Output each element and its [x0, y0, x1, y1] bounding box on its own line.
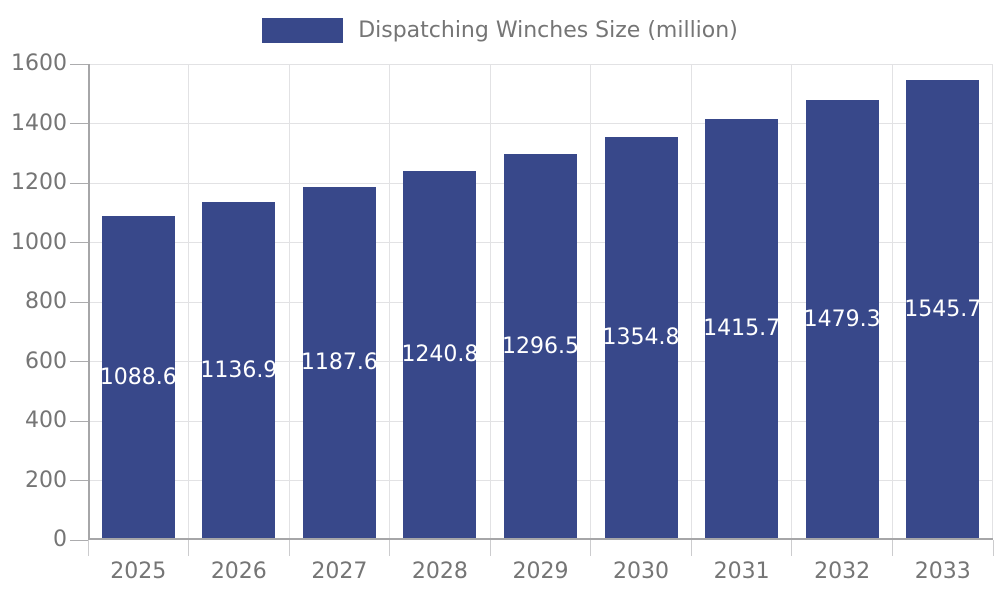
bar-2029	[503, 154, 577, 540]
x-tick-mark	[891, 540, 893, 556]
y-tick-label: 1000	[11, 229, 67, 255]
legend: Dispatching Winches Size (million)	[0, 18, 1000, 43]
bar-value-label: 1479.3	[803, 306, 881, 332]
y-tick-label: 1600	[11, 51, 67, 76]
plot-border-right	[992, 64, 993, 540]
gridline-h	[88, 123, 993, 124]
bar-value-label: 1415.7	[703, 316, 781, 342]
x-tick-label: 2026	[210, 559, 267, 584]
x-tick-mark	[590, 540, 592, 556]
x-tick-mark	[791, 540, 793, 556]
gridline-v	[891, 64, 893, 540]
x-tick-label: 2031	[713, 559, 770, 584]
x-tick-label: 2027	[311, 559, 368, 584]
y-tick-label: 1400	[11, 110, 67, 136]
x-tick-label: 2030	[613, 559, 670, 584]
bar-2026	[202, 201, 276, 540]
x-tick-mark	[389, 540, 391, 556]
bar-value-label: 1296.5	[502, 334, 579, 360]
gridline-v	[188, 64, 190, 540]
y-tick-mark	[70, 480, 88, 481]
gridline-v	[791, 64, 793, 540]
bar-value-label: 1136.9	[200, 357, 278, 383]
y-tick-mark	[70, 242, 88, 243]
plot-border-top	[88, 64, 993, 65]
x-tick-label: 2025	[110, 559, 167, 584]
y-tick-mark	[70, 123, 88, 124]
bar-2030	[604, 136, 678, 540]
x-tick-label: 2029	[512, 559, 569, 584]
x-tick-mark	[188, 540, 190, 556]
bar-value-label: 1545.7	[904, 297, 982, 323]
y-tick-mark	[70, 539, 88, 541]
gridline-v	[489, 64, 491, 540]
y-tick-label: 400	[25, 408, 67, 433]
x-tick-label: 2032	[814, 559, 871, 584]
bar-value-label: 1240.8	[401, 342, 479, 368]
x-tick-mark	[489, 540, 491, 556]
gridline-v	[389, 64, 391, 540]
x-axis-line	[88, 538, 993, 540]
y-tick-mark	[70, 182, 88, 184]
gridline-v	[690, 64, 692, 540]
x-tick-mark	[288, 540, 290, 556]
x-tick-mark	[992, 540, 994, 556]
bar-value-label: 1088.6	[99, 365, 177, 391]
legend-swatch	[262, 18, 344, 43]
legend-label: Dispatching Winches Size (million)	[358, 18, 738, 43]
y-tick-label: 800	[25, 289, 67, 314]
bar-2027	[302, 186, 376, 540]
y-tick-mark	[70, 361, 88, 362]
plot-area: 0 200 400 600 800 1000 1200 1400 1600 2025 2026 202…	[11, 53, 994, 583]
gridline-v	[288, 64, 290, 540]
y-tick-label: 0	[53, 527, 67, 552]
bar-2032	[805, 99, 879, 540]
bar-value-label: 1187.6	[300, 350, 378, 376]
gridline-v	[590, 64, 592, 540]
y-tick-mark	[70, 301, 88, 303]
y-tick-mark	[70, 63, 88, 65]
x-tick-mark	[690, 540, 692, 556]
bar-2031	[705, 118, 779, 540]
bar-2028	[403, 170, 477, 540]
bar-value-label: 1354.8	[602, 325, 680, 351]
y-tick-mark	[70, 420, 88, 422]
y-tick-label: 200	[25, 467, 67, 493]
bar-2025	[101, 216, 175, 540]
x-tick-mark	[87, 540, 89, 556]
bar-2033	[906, 80, 980, 540]
y-axis-line	[88, 64, 90, 540]
x-tick-label: 2028	[411, 559, 468, 584]
y-tick-label: 1200	[11, 170, 67, 195]
y-tick-label: 600	[25, 348, 67, 374]
x-tick-label: 2033	[914, 559, 971, 584]
